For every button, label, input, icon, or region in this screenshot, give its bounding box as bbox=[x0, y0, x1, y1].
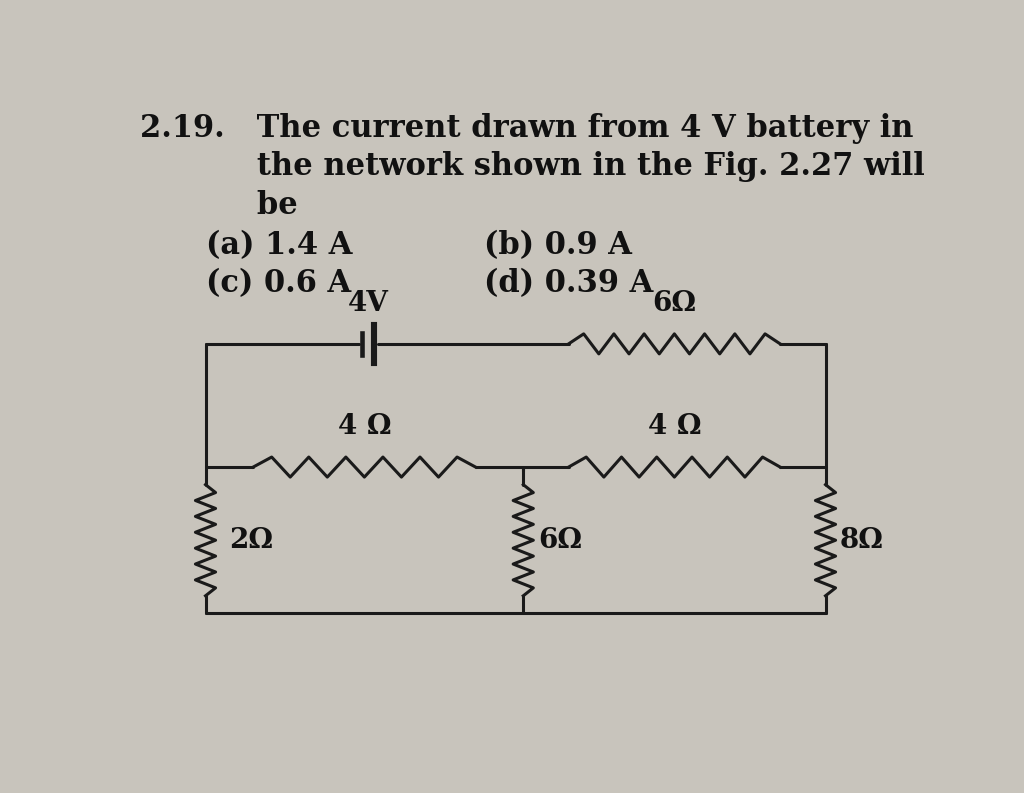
Text: (d) 0.39 A: (d) 0.39 A bbox=[484, 268, 653, 300]
Text: (c) 0.6 A: (c) 0.6 A bbox=[206, 268, 350, 300]
Text: 6Ω: 6Ω bbox=[539, 527, 583, 554]
Text: (b) 0.9 A: (b) 0.9 A bbox=[484, 230, 633, 261]
Text: (a) 1.4 A: (a) 1.4 A bbox=[206, 230, 352, 261]
Text: 4 Ω: 4 Ω bbox=[647, 413, 701, 440]
Text: the network shown in the Fig. 2.27 will: the network shown in the Fig. 2.27 will bbox=[139, 151, 925, 182]
Text: 2Ω: 2Ω bbox=[228, 527, 272, 554]
Text: 2.19.   The current drawn from 4 V battery in: 2.19. The current drawn from 4 V battery… bbox=[139, 113, 913, 144]
Text: 8Ω: 8Ω bbox=[840, 527, 884, 554]
Text: be: be bbox=[139, 190, 297, 221]
Text: 4 Ω: 4 Ω bbox=[338, 413, 391, 440]
Text: 6Ω: 6Ω bbox=[652, 290, 696, 317]
Text: 4V: 4V bbox=[348, 290, 389, 317]
